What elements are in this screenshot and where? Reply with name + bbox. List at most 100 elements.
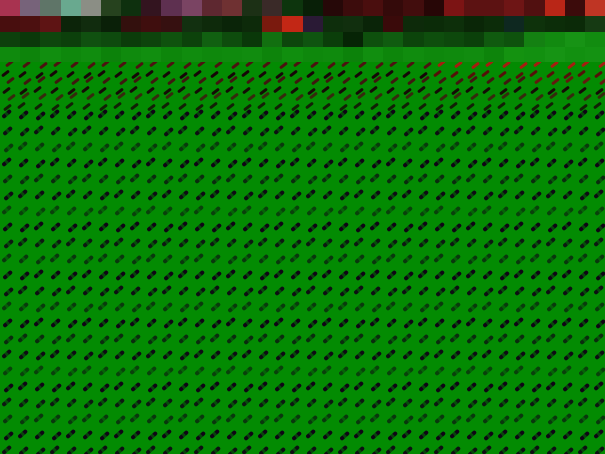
glitch-glyph	[227, 351, 238, 361]
glitch-glyph	[370, 382, 381, 392]
glitch-glyph-double	[161, 93, 174, 108]
glitch-glyph	[530, 366, 541, 376]
glitch-glyph	[289, 253, 300, 263]
glitch-glyph-double	[499, 79, 512, 94]
glitch-glyph	[449, 189, 460, 199]
glitch-glyph-double	[65, 93, 78, 108]
glitch-macroblock	[262, 16, 283, 32]
glitch-glyph	[307, 223, 318, 233]
glitch-glyph	[355, 415, 366, 425]
glitch-glyph	[49, 397, 60, 407]
glitch-glyph	[547, 415, 558, 425]
glitch-glyph	[129, 173, 140, 183]
glitch-glyph	[337, 253, 348, 263]
glitch-glyph	[338, 174, 349, 184]
glitch-glyph	[321, 173, 332, 183]
glitch-glyph	[115, 175, 126, 185]
glitch-glyph	[113, 429, 124, 439]
glitch-glyph	[211, 127, 222, 137]
glitch-glyph	[227, 111, 238, 121]
glitch-glyph	[594, 398, 605, 408]
glitch-glyph	[161, 189, 172, 199]
glitch-glyph	[322, 430, 333, 440]
glitch-glyph-double	[353, 93, 366, 108]
glitch-glyph	[242, 318, 253, 328]
glitch-glyph	[371, 399, 382, 409]
glitch-glyph-double	[3, 95, 16, 110]
glitch-glyph	[498, 206, 509, 216]
glitch-glyph	[481, 109, 492, 119]
glitch-glyph	[483, 143, 494, 153]
glitch-glyph	[370, 286, 381, 296]
glitch-glyph	[226, 334, 237, 344]
glitch-glyph	[481, 205, 492, 215]
glitch-glyph	[179, 207, 190, 217]
glitch-glyph	[355, 271, 366, 281]
glitch-glyph	[577, 445, 588, 454]
glitch-macroblock	[60, 47, 81, 62]
glitch-glyph-double	[99, 95, 112, 110]
glitch-glyph	[402, 254, 413, 264]
glitch-glyph	[546, 398, 557, 408]
glitch-glyph	[515, 399, 526, 409]
glitch-glyph	[467, 111, 478, 121]
glitch-glyph	[435, 383, 446, 393]
glitch-glyph	[194, 174, 205, 184]
glitch-macroblock	[282, 32, 303, 47]
glitch-glyph	[19, 415, 30, 425]
glitch-glyph	[50, 318, 61, 328]
glitch-glyph	[497, 189, 508, 199]
glitch-glyph	[290, 222, 301, 232]
glitch-glyph	[209, 429, 220, 439]
glitch-glyph	[83, 447, 94, 454]
glitch-glyph	[529, 205, 540, 215]
glitch-glyph	[83, 351, 94, 361]
glitch-macroblock	[40, 32, 61, 47]
glitch-glyph	[130, 238, 141, 248]
glitch-glyph	[193, 253, 204, 263]
glitch-glyph	[179, 447, 190, 454]
glitch-glyph	[546, 350, 557, 360]
glitch-glyph	[194, 222, 205, 232]
glitch-glyph	[226, 142, 237, 152]
glitch-glyph-double	[450, 62, 463, 77]
glitch-macroblock	[201, 47, 222, 62]
glitch-glyph	[82, 382, 93, 392]
glitch-glyph	[241, 109, 252, 119]
glitch-macroblock	[80, 47, 101, 62]
glitch-glyph	[403, 367, 414, 377]
glitch-glyph	[49, 205, 60, 215]
glitch-glyph	[194, 126, 205, 136]
glitch-glyph	[306, 254, 317, 264]
glitch-glyph	[147, 383, 158, 393]
glitch-glyph	[498, 302, 509, 312]
glitch-glyph	[50, 222, 61, 232]
glitch-glyph	[433, 301, 444, 311]
glitch-glyph	[497, 381, 508, 391]
glitch-macroblock	[342, 47, 364, 62]
glitch-glyph	[433, 349, 444, 359]
glitch-glyph	[369, 269, 380, 279]
glitch-glyph	[211, 415, 222, 425]
glitch-glyph	[65, 237, 76, 247]
glitch-glyph	[482, 222, 493, 232]
glitch-glyph	[114, 254, 125, 264]
glitch-glyph	[578, 318, 589, 328]
glitch-glyph	[114, 446, 125, 454]
glitch-glyph	[546, 206, 557, 216]
glitch-glyph	[386, 318, 397, 328]
glitch-glyph	[289, 301, 300, 311]
glitch-glyph	[451, 271, 462, 281]
glitch-glyph	[514, 382, 525, 392]
glitch-glyph	[529, 349, 540, 359]
glitch-macroblock	[484, 47, 505, 62]
glitch-glyph	[305, 333, 316, 343]
glitch-glyph-double	[515, 63, 528, 78]
glitch-glyph	[131, 303, 142, 313]
glitch-glyph-double	[51, 95, 64, 110]
glitch-glyph	[402, 206, 413, 216]
glitch-glyph	[483, 191, 494, 201]
glitch-glyph	[3, 383, 14, 393]
glitch-glyph	[131, 399, 142, 409]
glitch-macroblock	[242, 16, 263, 32]
